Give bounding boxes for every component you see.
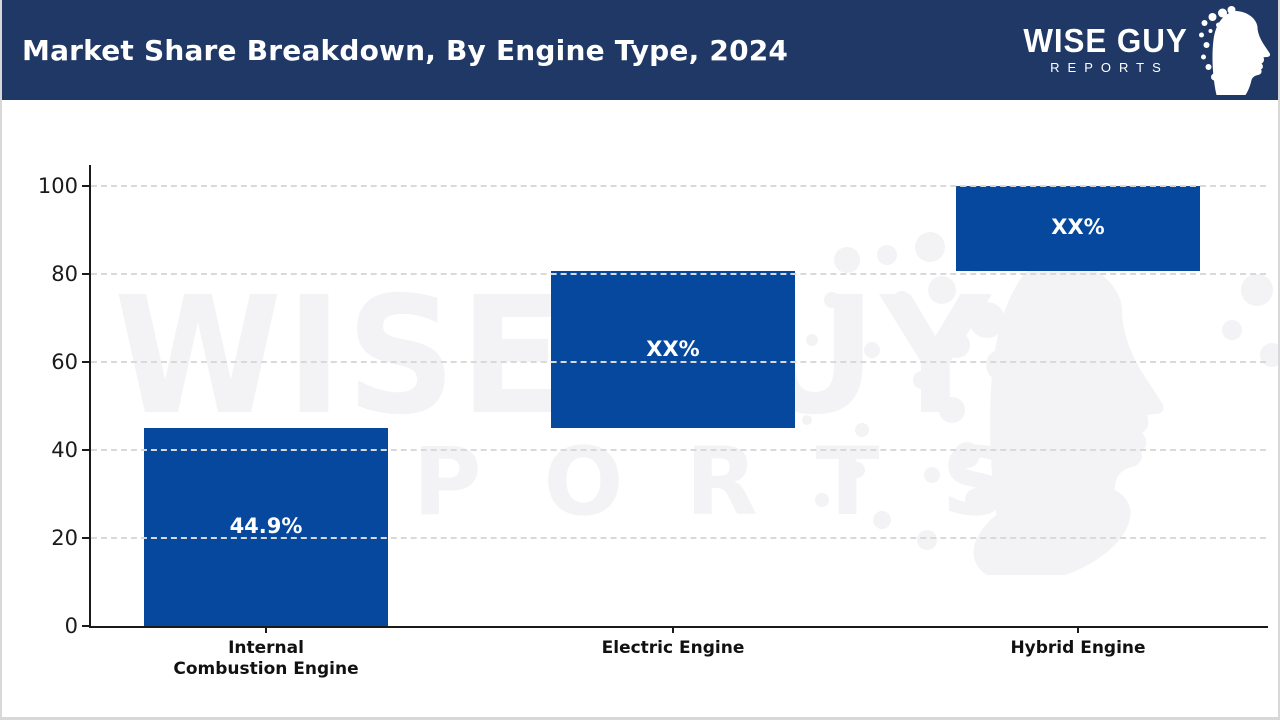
x-axis-label: Internal Combustion Engine (173, 638, 359, 679)
bar-value-label: XX% (646, 336, 700, 361)
page-title: Market Share Breakdown, By Engine Type, … (22, 33, 789, 67)
y-axis-line (89, 165, 91, 628)
dotted-head-icon (1199, 6, 1271, 95)
y-gridline (91, 273, 1266, 275)
y-tick-mark (82, 449, 90, 451)
x-axis-label: Electric Engine (601, 638, 745, 658)
bar-value-label: XX% (1051, 215, 1105, 240)
y-gridline (91, 361, 1266, 363)
bar-2 (551, 270, 795, 429)
bar-3 (956, 186, 1200, 271)
brand-logo: WISE GUY REPORTS (1019, 3, 1278, 97)
y-tick-mark (82, 625, 90, 627)
y-tick-mark (82, 361, 90, 363)
y-tick-label: 60 (51, 350, 78, 374)
y-gridline (91, 185, 1266, 187)
y-tick-label: 20 (51, 526, 78, 550)
x-axis-label: Hybrid Engine (1010, 638, 1146, 658)
watermark-dotted-head-icon (802, 232, 1278, 575)
y-tick-mark (82, 273, 90, 275)
y-tick-label: 0 (64, 614, 78, 638)
chart-plot-area: 0 20 40 60 80 100 44.9% XX% XX% Internal Combustio… (2, 100, 1278, 717)
y-tick-label: 80 (51, 262, 78, 286)
x-axis-line (89, 626, 1268, 628)
x-tick-mark (1077, 626, 1079, 633)
header-bar: Market Share Breakdown, By Engine Type, … (2, 0, 1278, 100)
bar-1 (144, 428, 388, 626)
y-tick-mark (82, 185, 90, 187)
brand-logo-text: WISE GUY REPORTS (1019, 24, 1192, 76)
x-tick-mark (265, 626, 267, 633)
y-tick-label: 100 (37, 174, 78, 198)
y-tick-label: 40 (51, 438, 78, 462)
bar-value-label: 44.9% (229, 514, 303, 539)
brand-subname: REPORTS (1050, 60, 1169, 75)
y-gridline (91, 449, 1266, 451)
x-tick-mark (672, 626, 674, 633)
brand-name: WISE GUY (1023, 22, 1188, 59)
y-gridline (91, 537, 1266, 539)
y-tick-mark (82, 537, 90, 539)
